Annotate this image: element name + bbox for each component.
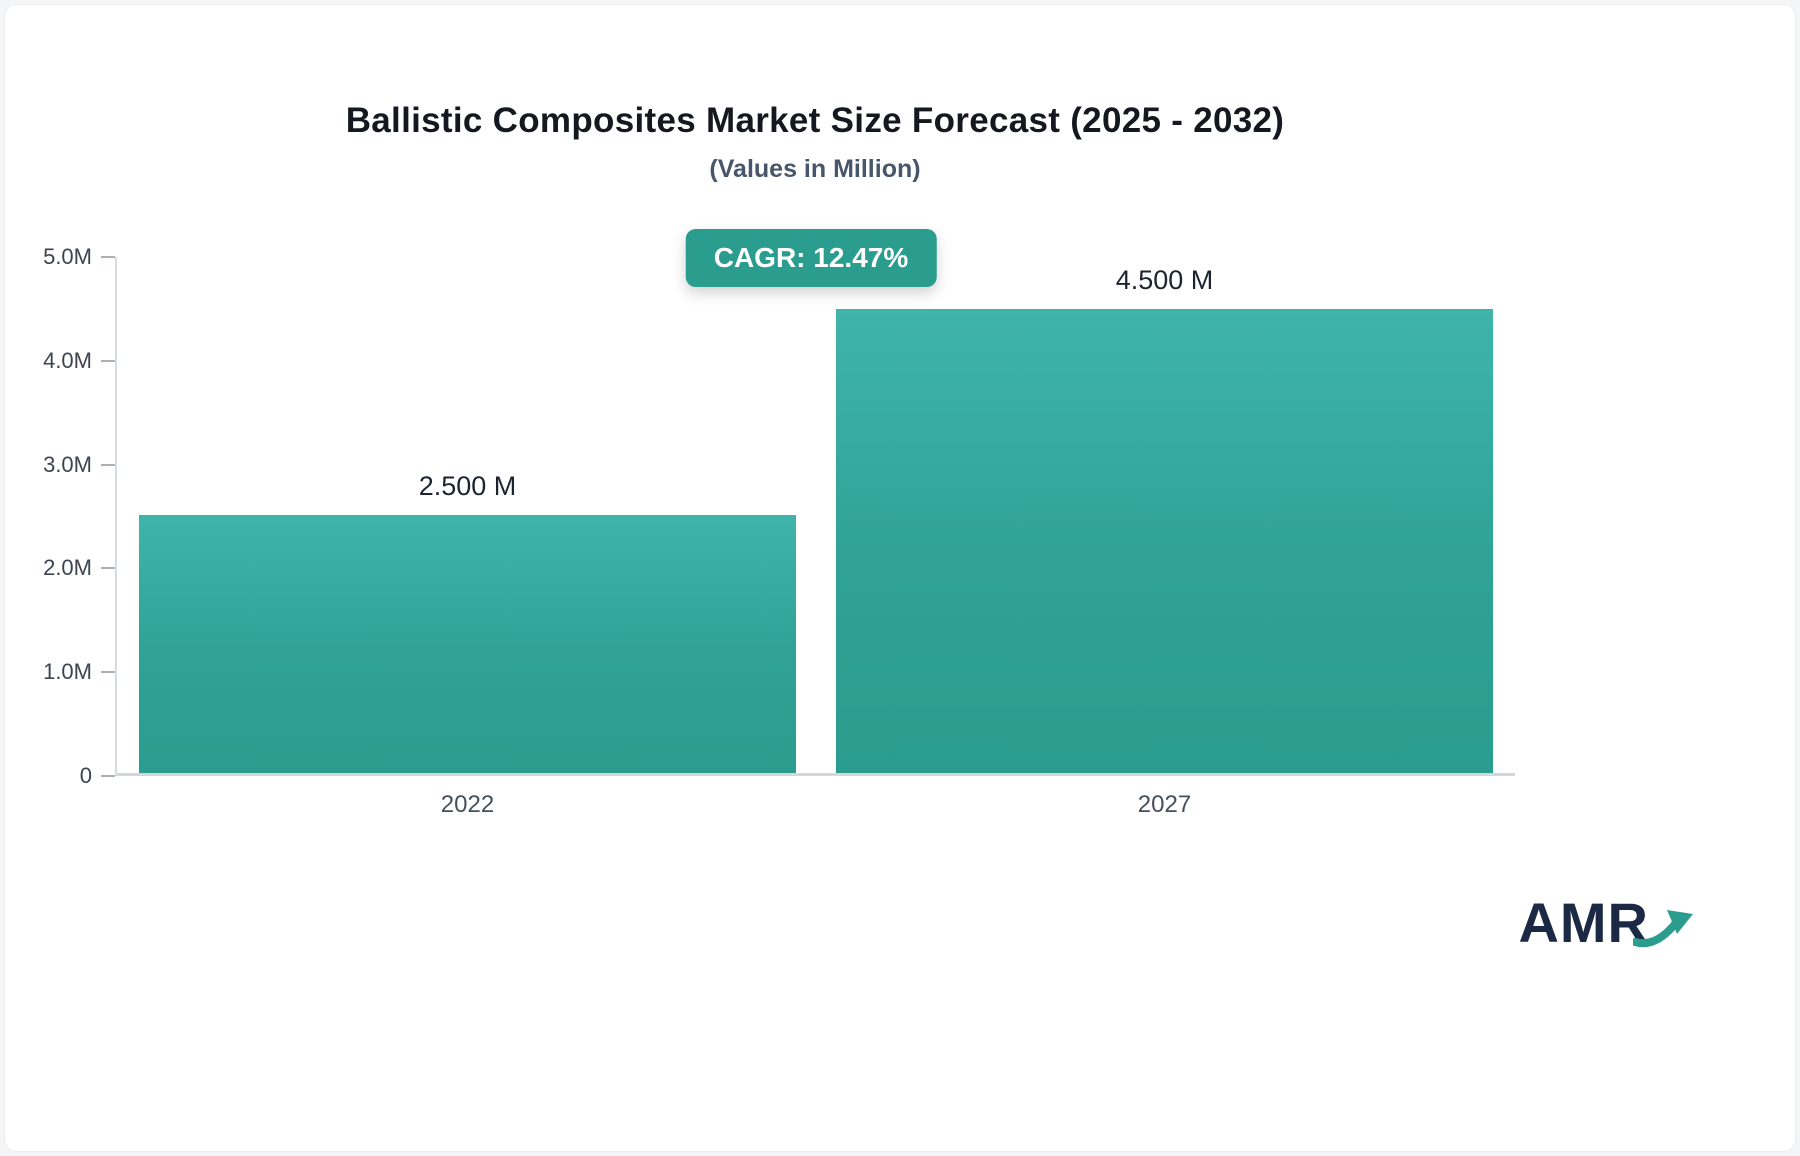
y-tick-mark <box>101 359 115 362</box>
trend-up-arrow-icon <box>1633 909 1693 947</box>
bar-chart: 0 1.0M 2.0M 3.0M 4.0M 5.0M 2.500 M 2022 4.500 M… <box>33 244 1515 818</box>
y-tick-label: 4.0M <box>43 347 92 373</box>
chart-title: Ballistic Composites Market Size Forecas… <box>345 101 1285 140</box>
plot-area: 2.500 M 2022 4.500 M 2027 <box>115 257 1515 818</box>
bar-2022[interactable]: 2.500 M 2022 <box>139 471 796 818</box>
y-tick-5.0M: 5.0M <box>43 244 115 270</box>
y-tick-label: 0 <box>79 763 92 788</box>
y-tick-mark <box>101 671 115 674</box>
y-tick-3.0M: 3.0M <box>43 452 115 478</box>
cagr-badge: CAGR: 12.47% <box>685 229 937 287</box>
y-tick-label: 5.0M <box>43 244 92 269</box>
bar-value-label-2022: 2.500 M <box>418 471 517 501</box>
x-axis-label-2027: 2027 <box>1137 791 1192 818</box>
y-tick-mark <box>101 567 115 570</box>
y-tick-4.0M: 4.0M <box>43 348 115 374</box>
y-tick-label: 2.0M <box>43 555 92 581</box>
y-tick-label: 1.0M <box>43 659 92 685</box>
bar-fill-2022 <box>139 515 796 773</box>
amr-logo: AMR <box>1518 890 1697 955</box>
y-tick-2.0M: 2.0M <box>43 555 115 581</box>
y-tick-mark <box>101 775 115 777</box>
y-tick-0: 0 <box>80 763 115 789</box>
y-tick-mark <box>101 256 115 258</box>
y-tick-mark <box>101 463 115 466</box>
x-axis-label-2022: 2022 <box>440 791 495 818</box>
chart-subtitle: (Values in Million) <box>709 155 921 183</box>
amr-logo-text: AMR <box>1518 891 1649 954</box>
chart-card: Ballistic Composites Market Size Forecas… <box>4 4 1796 1152</box>
bar-fill-2027 <box>836 308 1493 773</box>
bar-2027[interactable]: 4.500 M 2027 <box>836 265 1493 818</box>
y-tick-label: 3.0M <box>43 451 92 477</box>
y-axis: 0 1.0M 2.0M 3.0M 4.0M 5.0M <box>33 244 115 788</box>
bar-value-label-2027: 4.500 M <box>1115 264 1214 295</box>
y-tick-1.0M: 1.0M <box>43 659 115 685</box>
cagr-badge-label: CAGR: 12.47% <box>713 242 909 273</box>
